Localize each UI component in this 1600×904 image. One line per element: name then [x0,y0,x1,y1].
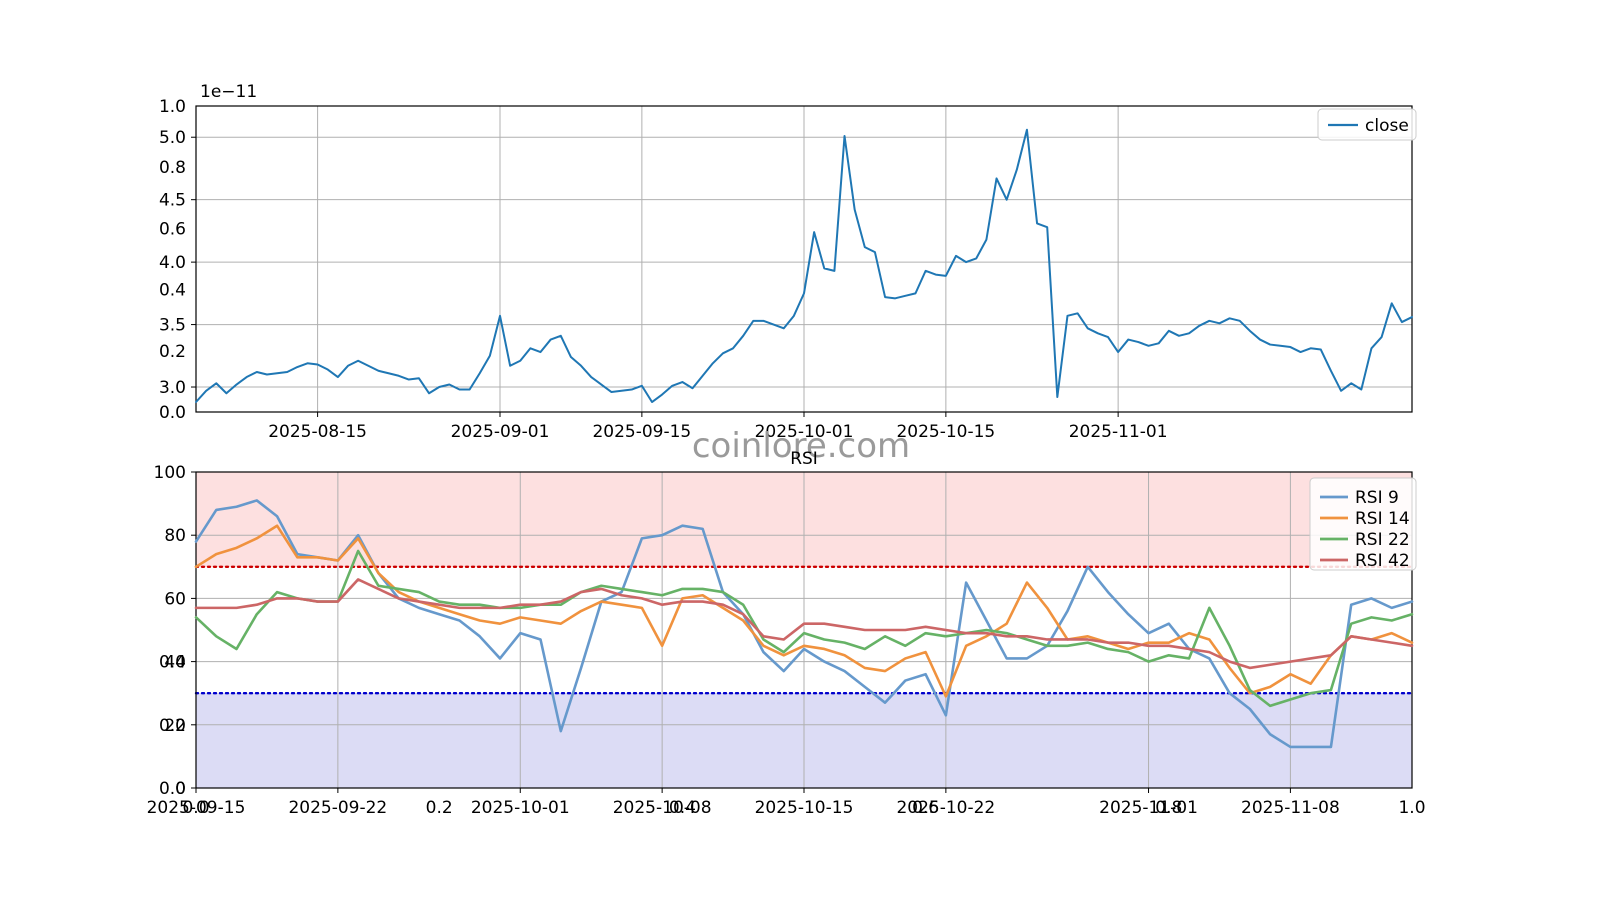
rsi-ytick-label: 60 [164,589,186,609]
rsi-overlay-ytick-label: 0.4 [159,653,186,673]
price-overlay-ytick-label: 1.0 [159,97,186,117]
rsi-xtick-label: 2025-10-01 [471,798,570,818]
price-ytick-label: 4.5 [159,191,186,211]
rsi-ytick-label: 0 [175,779,186,799]
price-xtick-label: 2025-10-01 [755,422,854,442]
rsi-xtick-label: 2025-09-22 [288,798,387,818]
rsi-overlay-xtick-label: 0.2 [426,798,453,818]
price-ytick-label: 3.5 [159,316,186,336]
price-overlay-ytick-label: 0.6 [159,219,186,239]
price-legend[interactable]: close [1317,108,1417,141]
rsi-legend-label-rsi-9: RSI 9 [1355,488,1399,508]
price-panel: 3.0 3.5 4.0 4.5 5.0 2025-08-15 2025-09-01 2025-… [159,82,1417,442]
price-xtick-label: 2025-08-15 [268,422,367,442]
rsi-overlay-ytick-label: 0.2 [159,716,186,736]
watermark: coinlore.com [692,426,910,466]
rsi-legend-label-rsi-14: RSI 14 [1355,509,1410,529]
rsi-panel-title: RSI [790,449,818,469]
price-legend-label-close: close [1365,116,1409,136]
rsi-ytick-label: 40 [164,653,186,673]
rsi-ytick-label: 20 [164,716,186,736]
price-xtick-label: 2025-10-15 [896,422,995,442]
rsi-xtick-label: 2025-10-08 [613,798,712,818]
price-overlay-ytick-label: 0.2 [159,342,186,362]
rsi-overlay-xtick-label: 0.8 [1155,798,1182,818]
rsi-overlay-xtick-label: 0.0 [182,798,209,818]
rsi-xtick-label: 2025-10-15 [755,798,854,818]
rsi-overlay-xtick-label: 0.4 [669,798,696,818]
price-ytick-label: 4.0 [159,253,186,273]
rsi-xtick-label: 2025-11-01 [1099,798,1198,818]
rsi-line-rsi-42 [194,578,1414,670]
price-axes-frame [195,105,1413,413]
rsi-legend-label-rsi-42: RSI 42 [1355,551,1410,571]
price-overlay-ytick-label: 0.4 [159,281,186,301]
rsi-ytick-label: 80 [164,526,186,546]
rsi-xtick-label: 2025-09-15 [147,798,246,818]
price-overlay-ytick-label: 0.0 [159,403,186,423]
rsi-axes-frame [195,471,1413,789]
rsi-xtick-label: 2025-10-22 [896,798,995,818]
price-overlay-ytick-label: 0.8 [159,158,186,178]
price-xtick-label: 2025-09-15 [592,422,691,442]
price-ytick-label: 3.0 [159,378,186,398]
rsi-panel: 0 20 40 60 80 100 2025-09-15 2025-09-22 2025-10-… [147,449,1426,818]
rsi-line-rsi-22 [194,549,1414,708]
price-legend-box [1317,108,1417,141]
price-ytick-label: 5.0 [159,128,186,148]
rsi-xtick-label: 2025-11-08 [1241,798,1340,818]
price-close-line [195,128,1413,404]
rsi-overlay-ytick-label: 0.0 [159,779,186,799]
rsi-overlay-xtick-label: 0.6 [912,798,939,818]
price-y-offset-label: 1e−11 [200,82,257,102]
price-xtick-label: 2025-11-01 [1069,422,1168,442]
rsi-line-rsi-14 [194,524,1414,698]
rsi-legend-box [1309,477,1417,571]
rsi-ytick-label: 100 [154,463,186,483]
price-xtick-label: 2025-09-01 [451,422,550,442]
rsi-overlay-xtick-label: 1.0 [1398,798,1425,818]
rsi-legend-label-rsi-22: RSI 22 [1355,530,1410,550]
